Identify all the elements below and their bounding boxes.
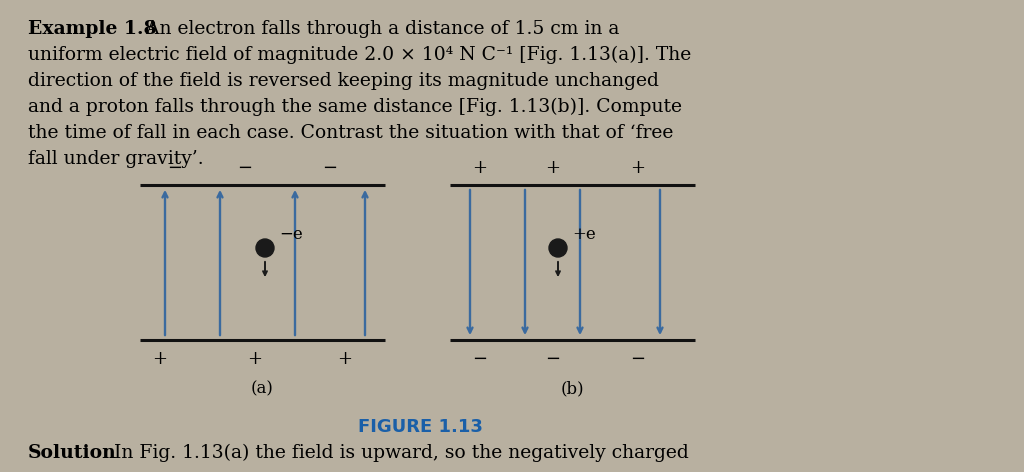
Text: FIGURE 1.13: FIGURE 1.13 [357, 418, 482, 436]
Text: Example 1.8: Example 1.8 [28, 20, 157, 38]
Text: +e: +e [572, 226, 596, 243]
Circle shape [256, 239, 274, 257]
Text: −: − [168, 159, 182, 177]
Text: −: − [472, 350, 487, 368]
Text: −: − [631, 350, 645, 368]
Text: +: + [546, 159, 560, 177]
Text: (b): (b) [561, 380, 585, 397]
Text: uniform electric field of magnitude 2.0 × 10⁴ N C⁻¹ [Fig. 1.13(a)]. The: uniform electric field of magnitude 2.0 … [28, 46, 691, 64]
Text: +: + [153, 350, 168, 368]
Text: −e: −e [279, 226, 303, 243]
Text: Solution: Solution [28, 444, 117, 462]
Text: the time of fall in each case. Contrast the situation with that of ‘free: the time of fall in each case. Contrast … [28, 124, 674, 142]
Circle shape [549, 239, 567, 257]
Text: −: − [238, 159, 253, 177]
Text: An electron falls through a distance of 1.5 cm in a: An electron falls through a distance of … [140, 20, 620, 38]
Text: (a): (a) [251, 380, 274, 397]
Text: −: − [546, 350, 560, 368]
Text: +: + [248, 350, 262, 368]
Text: and a proton falls through the same distance [Fig. 1.13(b)]. Compute: and a proton falls through the same dist… [28, 98, 682, 116]
Text: direction of the field is reversed keeping its magnitude unchanged: direction of the field is reversed keepi… [28, 72, 658, 90]
Text: +: + [472, 159, 487, 177]
Text: +: + [338, 350, 352, 368]
Text: +: + [631, 159, 645, 177]
Text: −: − [323, 159, 338, 177]
Text: In Fig. 1.13(a) the field is upward, so the negatively charged: In Fig. 1.13(a) the field is upward, so … [108, 444, 689, 462]
Text: fall under gravity’.: fall under gravity’. [28, 150, 204, 168]
